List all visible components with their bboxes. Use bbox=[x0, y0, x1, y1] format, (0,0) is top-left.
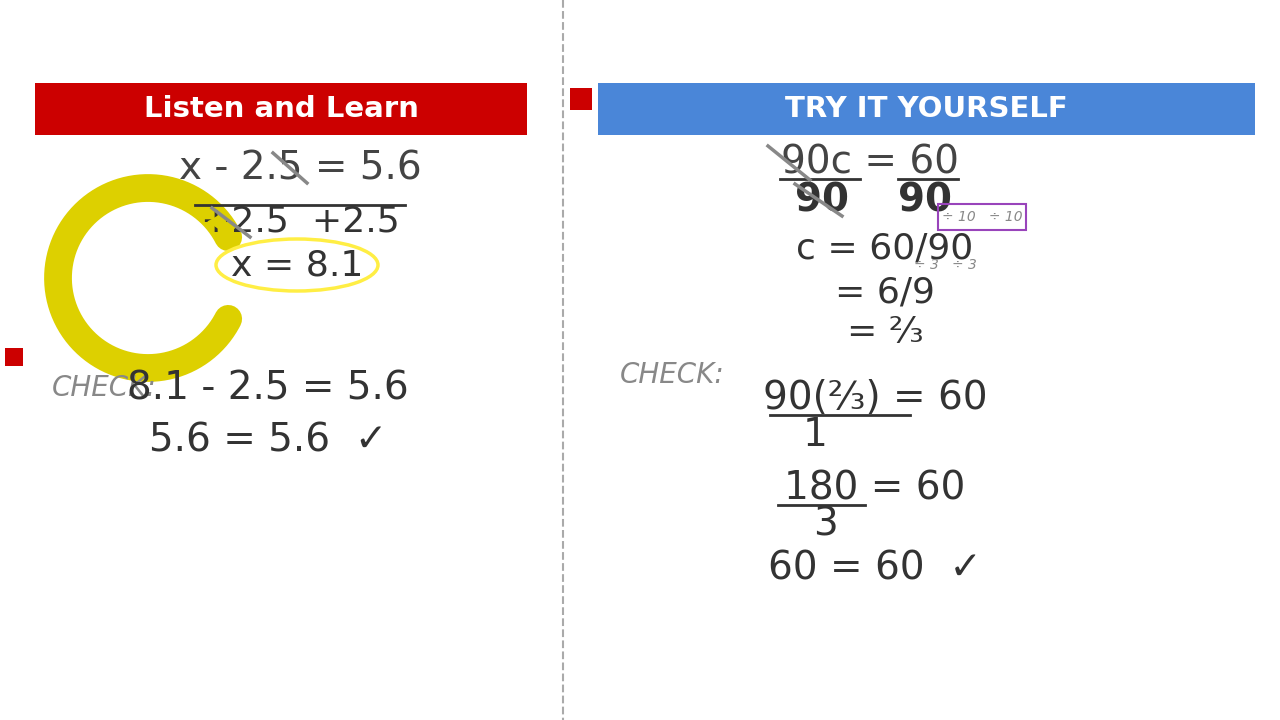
Text: c = 60/90: c = 60/90 bbox=[796, 231, 974, 265]
Text: ÷ 10   ÷ 10: ÷ 10 ÷ 10 bbox=[942, 210, 1023, 224]
Text: x - 2.5 = 5.6: x - 2.5 = 5.6 bbox=[179, 149, 421, 187]
Text: 3: 3 bbox=[813, 506, 837, 544]
Text: 5.6 = 5.6  ✓: 5.6 = 5.6 ✓ bbox=[148, 421, 388, 459]
Text: = 6/9: = 6/9 bbox=[835, 275, 934, 309]
Text: CHECK:: CHECK: bbox=[52, 374, 156, 402]
Bar bbox=[570, 88, 591, 110]
Text: 180 = 60: 180 = 60 bbox=[785, 469, 965, 507]
Text: ÷ 3   ÷ 3: ÷ 3 ÷ 3 bbox=[914, 258, 977, 272]
Text: CHECK:: CHECK: bbox=[620, 361, 724, 389]
Text: 90: 90 bbox=[899, 181, 952, 219]
Bar bbox=[938, 204, 1027, 230]
Bar bbox=[35, 83, 527, 135]
Bar bbox=[5, 348, 23, 366]
Text: 90c = 60: 90c = 60 bbox=[781, 143, 959, 181]
Text: x = 8.1: x = 8.1 bbox=[230, 248, 364, 282]
Text: +2.5  +2.5: +2.5 +2.5 bbox=[201, 205, 399, 239]
Text: = ²⁄₃: = ²⁄₃ bbox=[846, 315, 923, 349]
Text: 90(²⁄₃) = 60: 90(²⁄₃) = 60 bbox=[763, 379, 987, 417]
Text: 1: 1 bbox=[803, 416, 827, 454]
Text: 90: 90 bbox=[795, 181, 849, 219]
Text: 8.1 - 2.5 = 5.6: 8.1 - 2.5 = 5.6 bbox=[127, 369, 408, 407]
Text: Listen and Learn: Listen and Learn bbox=[143, 95, 419, 123]
Text: 60 = 60  ✓: 60 = 60 ✓ bbox=[768, 549, 982, 587]
Bar bbox=[598, 83, 1254, 135]
Text: TRY IT YOURSELF: TRY IT YOURSELF bbox=[785, 95, 1068, 123]
